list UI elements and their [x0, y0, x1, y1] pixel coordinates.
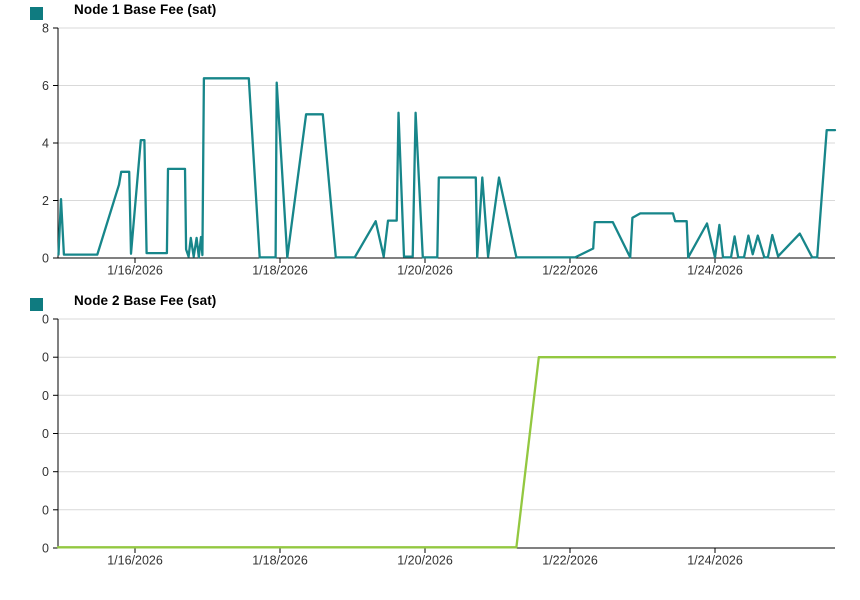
node2-series-line: [56, 356, 837, 549]
svg-text:1/22/2026: 1/22/2026: [542, 554, 598, 568]
svg-text:0: 0: [42, 389, 49, 403]
node1-chart-title: Node 1 Base Fee (sat): [74, 2, 217, 17]
svg-text:1/16/2026: 1/16/2026: [107, 264, 163, 278]
node1-legend-swatch-icon: [30, 7, 43, 20]
svg-text:0: 0: [42, 465, 49, 479]
svg-text:2: 2: [42, 194, 49, 208]
svg-text:0: 0: [42, 542, 49, 556]
svg-text:1/18/2026: 1/18/2026: [252, 264, 308, 278]
svg-text:1/24/2026: 1/24/2026: [687, 554, 743, 568]
svg-text:0: 0: [42, 351, 49, 365]
svg-text:1/18/2026: 1/18/2026: [252, 554, 308, 568]
svg-text:0: 0: [42, 427, 49, 441]
svg-text:0: 0: [42, 252, 49, 266]
node2-chart-title: Node 2 Base Fee (sat): [74, 293, 217, 308]
svg-text:1/16/2026: 1/16/2026: [107, 554, 163, 568]
svg-text:0: 0: [42, 503, 49, 517]
svg-text:0: 0: [42, 313, 49, 327]
svg-text:1/20/2026: 1/20/2026: [397, 554, 453, 568]
svg-text:1/20/2026: 1/20/2026: [397, 264, 453, 278]
node1-chart: 0 2 4 6 8 1/16/2026 1/18/2026 1/20/2026 1/22/202…: [42, 22, 837, 278]
node2-legend-swatch-icon: [30, 298, 43, 311]
svg-text:1/24/2026: 1/24/2026: [687, 264, 743, 278]
node2-chart: 0 0 0 0 0 0 0 1/16/2026 1/18/2026 1/20/2026 1/22/2…: [42, 313, 837, 568]
svg-text:1/22/2026: 1/22/2026: [542, 264, 598, 278]
svg-text:4: 4: [42, 137, 49, 151]
svg-text:8: 8: [42, 22, 49, 36]
node1-series-line: [57, 77, 837, 259]
svg-text:6: 6: [42, 79, 49, 93]
